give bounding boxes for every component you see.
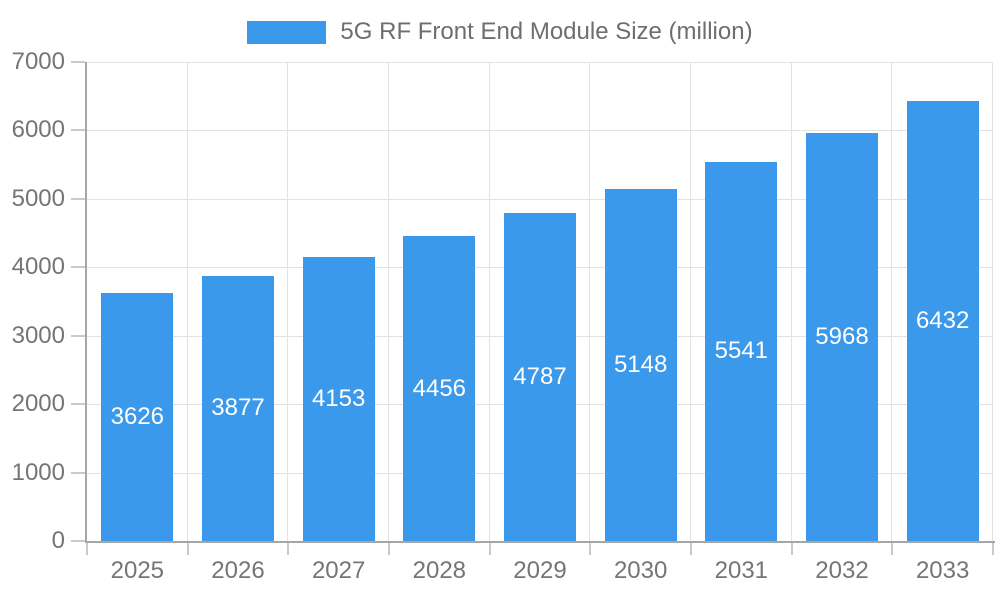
bar-2026[interactable]: 3877 — [202, 275, 274, 541]
y-axis-tick — [71, 403, 85, 406]
x-tick-label: 2030 — [613, 557, 668, 584]
bar-value-label: 5148 — [613, 350, 668, 378]
y-tick-label: 7000 — [11, 48, 65, 75]
x-axis-tick — [589, 543, 592, 555]
y-tick-label: 5000 — [11, 184, 65, 212]
bar-value-label: 4153 — [311, 384, 366, 412]
x-tick-label: 2033 — [915, 557, 970, 584]
x-tick-label: 2031 — [714, 557, 769, 584]
legend-label: 5G RF Front End Module Size (million) — [340, 18, 753, 45]
y-tick-label: 1000 — [11, 458, 65, 486]
v-gridline — [388, 62, 389, 541]
bar-value-label: 6432 — [915, 306, 970, 334]
y-axis-tick — [71, 197, 85, 200]
y-axis-tick — [71, 61, 85, 63]
v-gridline — [690, 62, 691, 541]
bar-value-label: 3626 — [110, 402, 165, 430]
v-gridline — [891, 62, 893, 541]
x-tick-label: 2032 — [815, 557, 869, 584]
bar-value-label: 3877 — [211, 394, 265, 422]
y-axis-tick — [71, 334, 85, 337]
legend-item-series[interactable]: 5G RF Front End Module Size (million) — [247, 18, 753, 46]
y-axis-tick — [71, 540, 85, 542]
x-axis-tick — [86, 543, 88, 555]
bar-2033[interactable]: 6432 — [906, 100, 979, 541]
y-tick-label: 0 — [51, 527, 65, 554]
h-gridline — [87, 62, 993, 63]
x-axis-tick — [690, 543, 692, 555]
h-gridline — [87, 198, 993, 200]
y-tick-label: 6000 — [11, 116, 65, 144]
bar-2027[interactable]: 4153 — [302, 256, 375, 541]
v-gridline — [589, 62, 591, 541]
x-axis-tick — [891, 543, 894, 555]
y-tick-label: 3000 — [11, 321, 65, 349]
legend-swatch-icon — [247, 20, 327, 44]
y-axis-line — [85, 62, 87, 541]
x-axis-tick — [488, 543, 491, 555]
bar-2030[interactable]: 5148 — [604, 188, 677, 541]
y-tick-label: 2000 — [11, 390, 65, 418]
legend: 5G RF Front End Module Size (million) — [0, 16, 1000, 48]
x-axis-tick — [287, 543, 290, 555]
bar-value-label: 4787 — [513, 363, 567, 391]
v-gridline — [186, 62, 188, 541]
y-axis-tick — [71, 471, 85, 474]
x-tick-label: 2028 — [412, 557, 467, 584]
plot-area: 0 1000 2000 3000 4000 5000 6000 7000 2025 3626 202… — [12, 48, 995, 584]
h-gridline — [87, 130, 993, 132]
y-tick-label: 4000 — [11, 253, 65, 281]
v-gridline — [488, 62, 490, 541]
x-axis-tick — [790, 543, 793, 555]
bar-value-label: 4456 — [412, 374, 467, 402]
bar-2032[interactable]: 5968 — [806, 132, 878, 541]
bar-2031[interactable]: 5541 — [705, 161, 778, 541]
v-gridline — [790, 62, 792, 541]
x-tick-label: 2025 — [110, 557, 165, 584]
x-axis-tick — [186, 543, 189, 555]
v-gridline — [287, 62, 289, 541]
bar-2029[interactable]: 4787 — [504, 213, 576, 541]
bar-value-label: 5968 — [815, 322, 869, 350]
x-tick-label: 2027 — [311, 557, 366, 584]
x-tick-label: 2029 — [513, 557, 567, 584]
bar-2025[interactable]: 3626 — [101, 292, 174, 541]
x-axis-tick — [992, 543, 994, 555]
y-axis-tick — [71, 129, 85, 132]
x-axis-line — [85, 541, 995, 543]
v-gridline — [992, 62, 993, 541]
y-axis-tick — [71, 266, 85, 269]
x-tick-label: 2026 — [211, 557, 265, 584]
bar-value-label: 5541 — [714, 337, 769, 365]
bar-2028[interactable]: 4456 — [403, 236, 476, 541]
x-axis-tick — [388, 543, 390, 555]
